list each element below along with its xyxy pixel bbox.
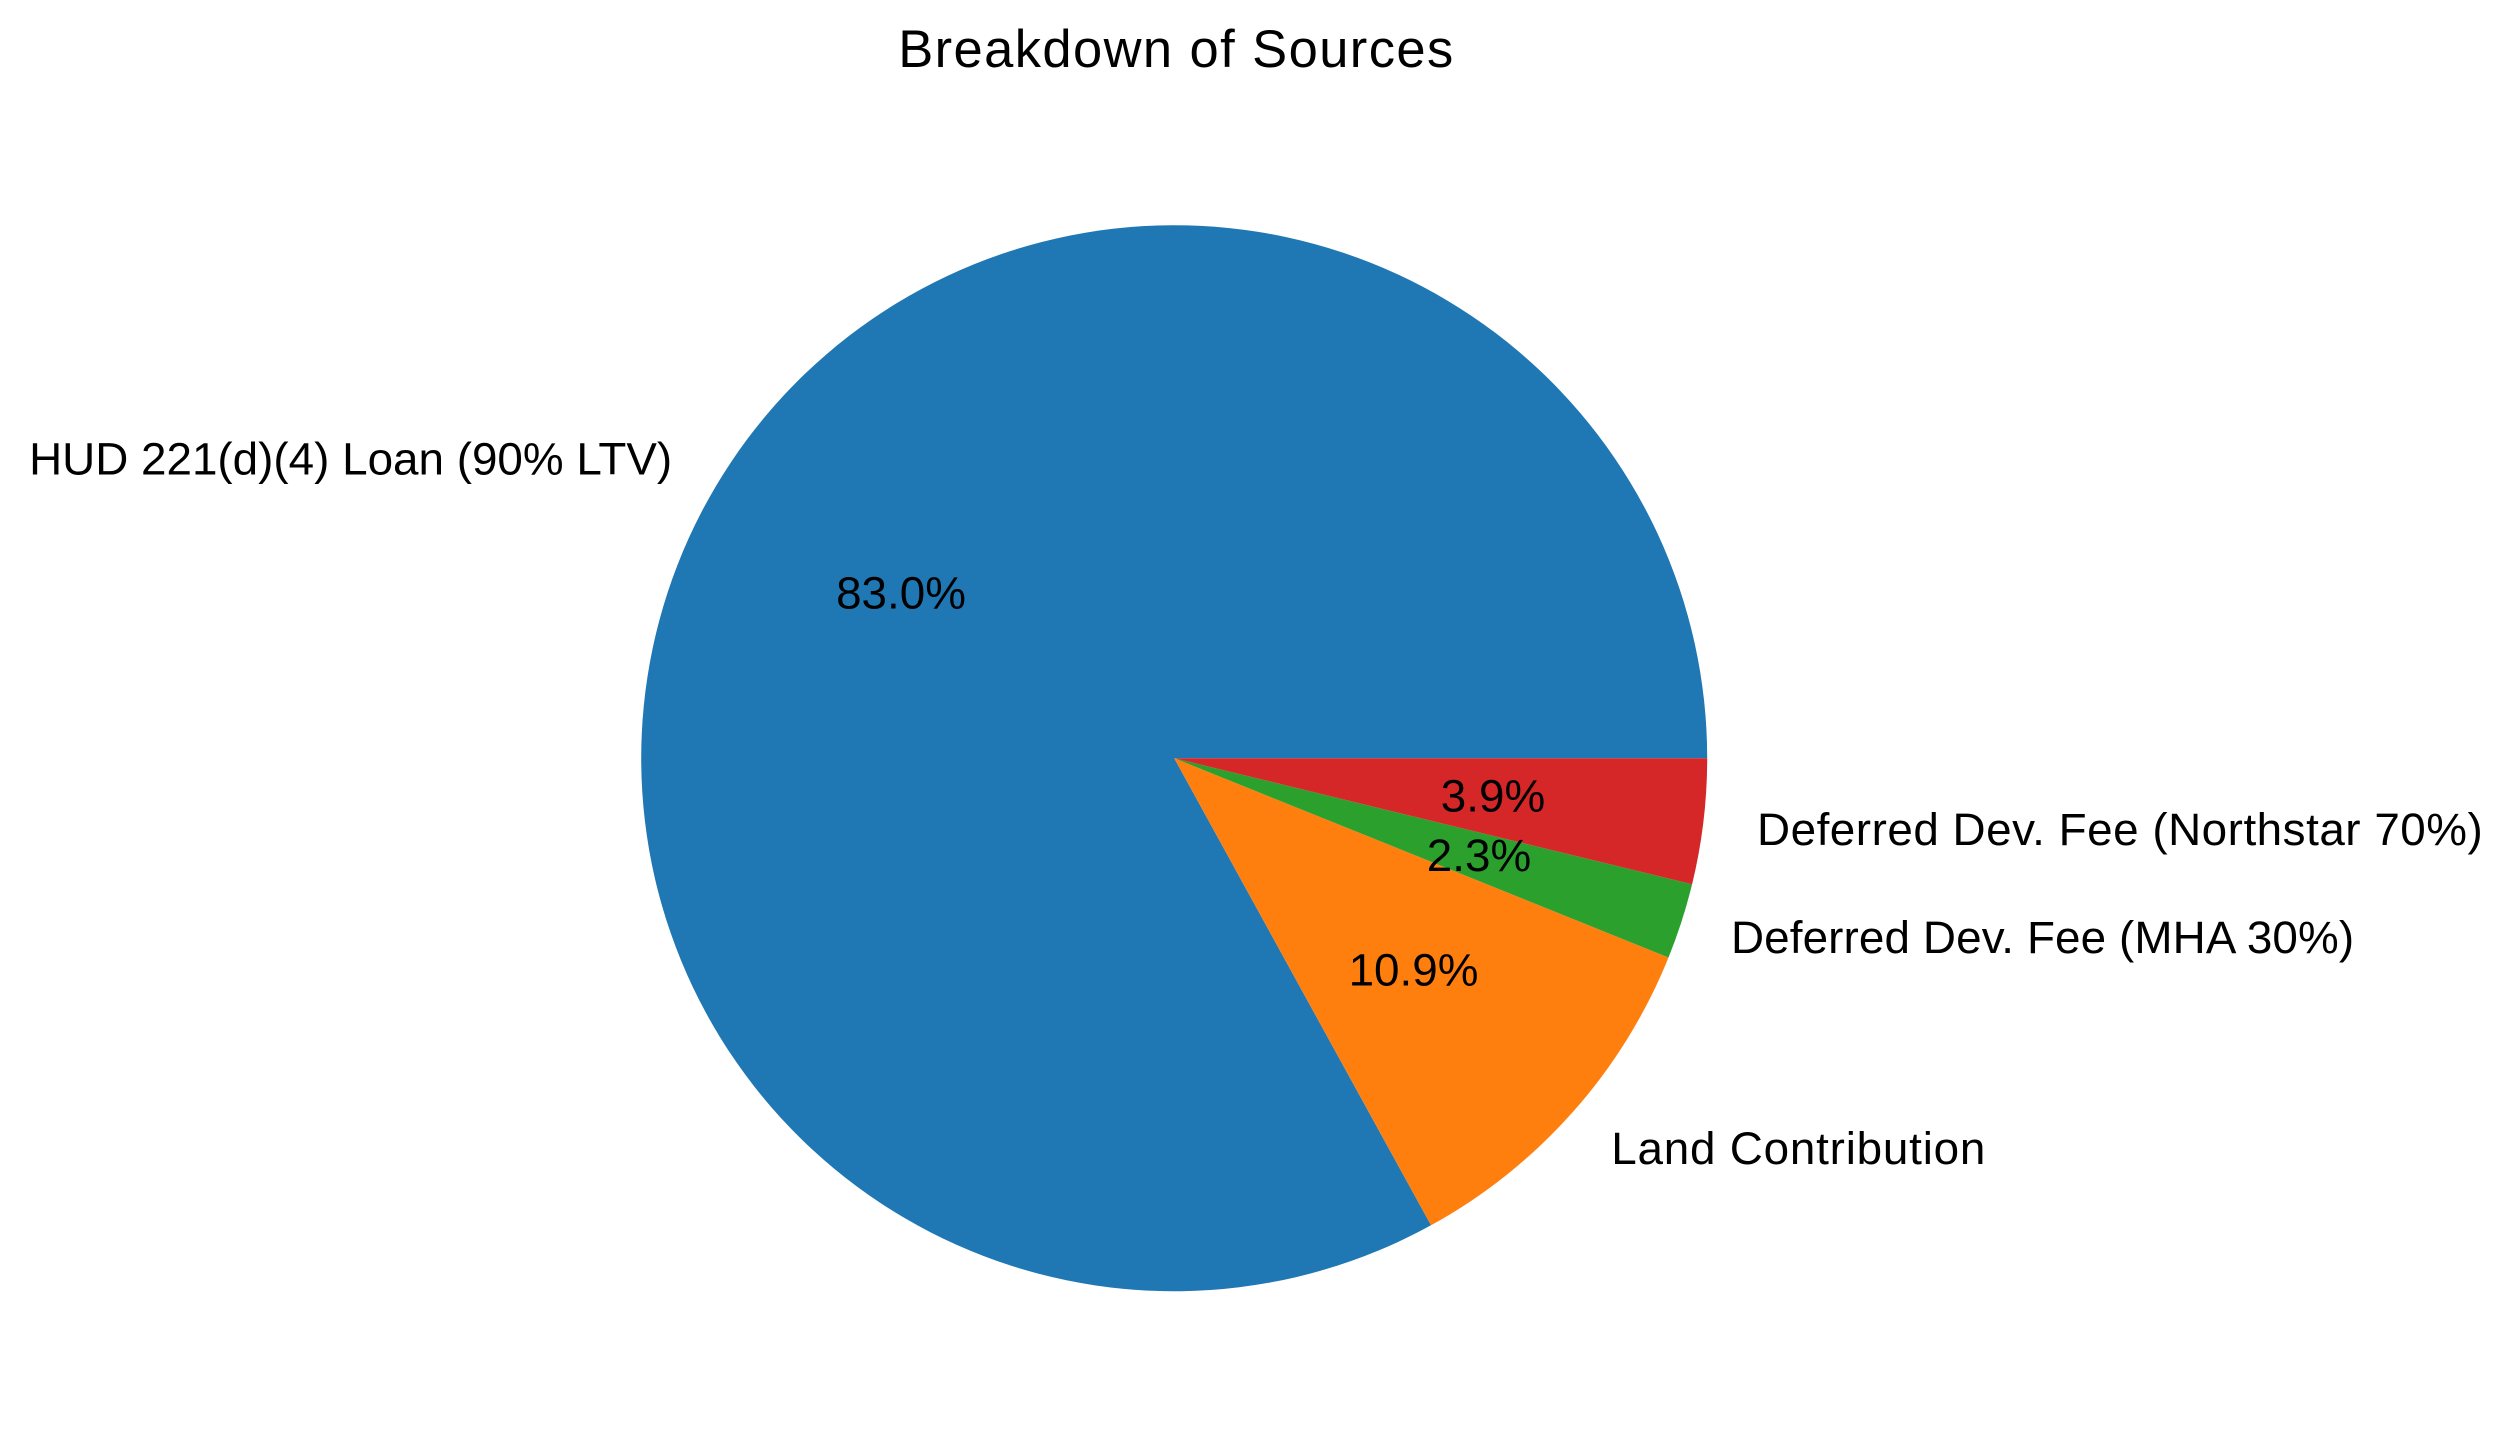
- svg-text:10.9%: 10.9%: [1349, 944, 1479, 995]
- svg-text:Deferred Dev. Fee (Northstar 7: Deferred Dev. Fee (Northstar 70%): [1757, 804, 2483, 855]
- svg-text:Deferred Dev. Fee (MHA 30%): Deferred Dev. Fee (MHA 30%): [1731, 912, 2354, 963]
- svg-text:Breakdown of Sources: Breakdown of Sources: [898, 20, 1453, 79]
- svg-text:Land Contribution: Land Contribution: [1611, 1123, 1985, 1174]
- svg-text:83.0%: 83.0%: [836, 568, 966, 619]
- svg-text:HUD 221(d)(4) Loan (90% LTV): HUD 221(d)(4) Loan (90% LTV): [29, 434, 672, 485]
- svg-text:3.9%: 3.9%: [1441, 771, 1545, 822]
- svg-text:2.3%: 2.3%: [1427, 830, 1531, 881]
